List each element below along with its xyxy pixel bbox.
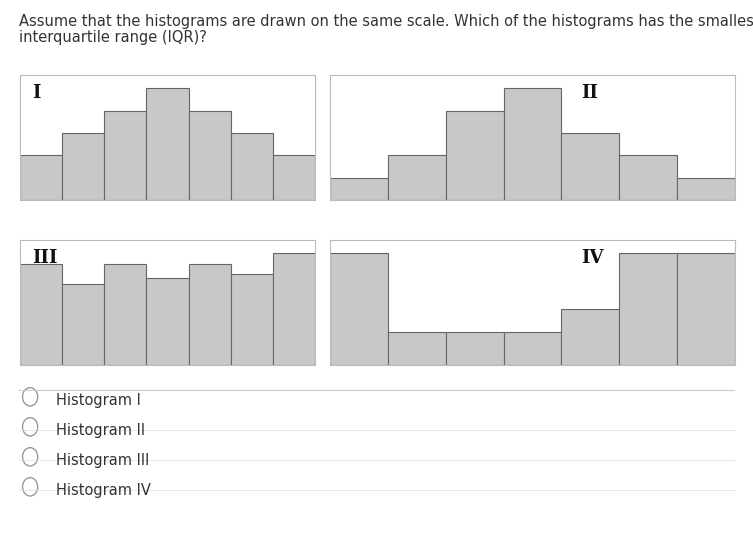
Text: Histogram I: Histogram I (56, 393, 142, 408)
Bar (146, 88, 188, 200)
Bar (677, 253, 735, 365)
Bar (20, 155, 62, 200)
Text: II: II (581, 84, 598, 102)
Bar (20, 264, 62, 365)
Bar (62, 133, 104, 200)
Bar (446, 331, 504, 365)
Bar (388, 331, 446, 365)
Bar (446, 111, 504, 200)
Bar (388, 155, 446, 200)
Text: Histogram III: Histogram III (56, 453, 150, 468)
Bar (330, 253, 388, 365)
Bar (104, 111, 146, 200)
Bar (504, 331, 562, 365)
Text: III: III (32, 249, 57, 267)
Bar (619, 155, 677, 200)
Text: interquartile range (IQR)?: interquartile range (IQR)? (19, 30, 207, 45)
Text: I: I (32, 84, 41, 102)
Text: Histogram II: Histogram II (56, 423, 145, 438)
Bar (230, 274, 273, 365)
Text: Assume that the histograms are drawn on the same scale. Which of the histograms : Assume that the histograms are drawn on … (19, 14, 753, 29)
Bar (104, 264, 146, 365)
Text: IV: IV (581, 249, 604, 267)
Bar (504, 88, 562, 200)
Bar (273, 155, 315, 200)
Bar (273, 253, 315, 365)
Bar (146, 278, 188, 365)
Bar (330, 178, 388, 200)
Text: Histogram IV: Histogram IV (56, 483, 151, 498)
Bar (62, 284, 104, 365)
Bar (188, 111, 230, 200)
Bar (188, 264, 230, 365)
Bar (562, 309, 619, 365)
Bar (562, 133, 619, 200)
Bar (619, 253, 677, 365)
Bar (677, 178, 735, 200)
Bar (230, 133, 273, 200)
